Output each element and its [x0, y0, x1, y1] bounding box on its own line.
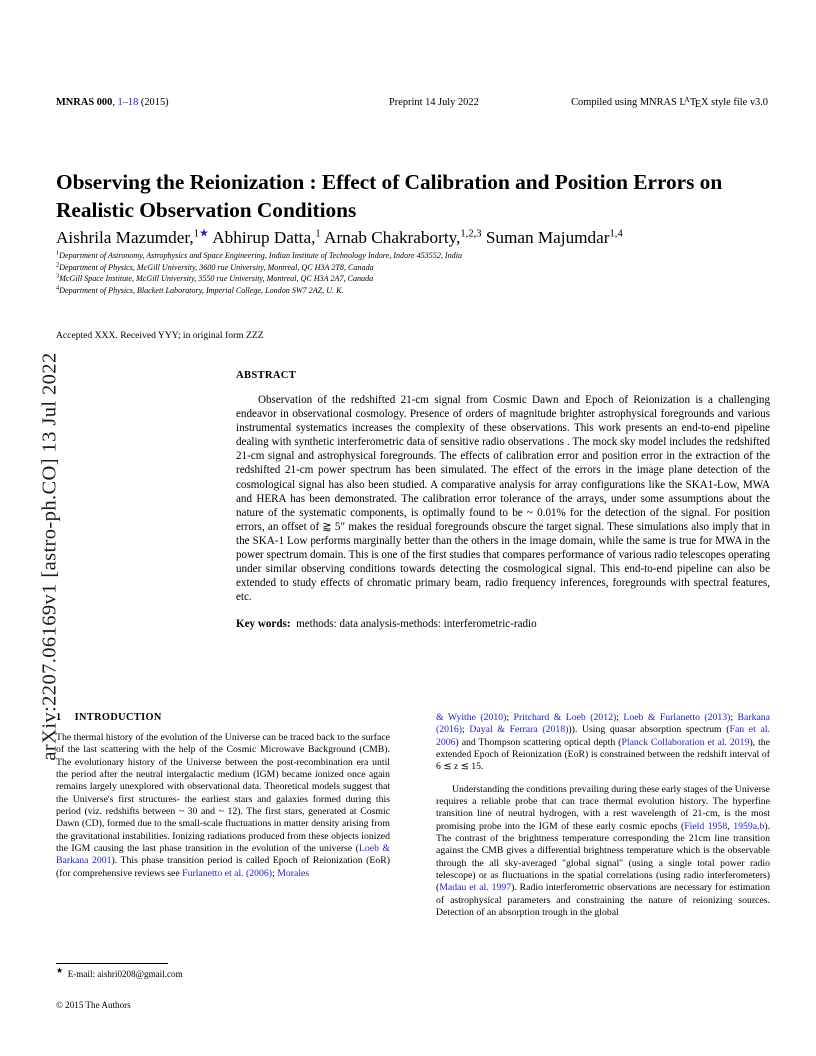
keywords-value: methods: data analysis-methods: interfer… [296, 618, 537, 631]
paragraph-text: ; [506, 712, 514, 723]
footnote-separator-rule [56, 963, 168, 964]
author-name: Suman Majumdar [485, 228, 610, 247]
author-affiliation-marker: 1 [193, 228, 200, 240]
citation-madau-1997[interactable]: Madau et al. 1997 [439, 882, 512, 894]
affiliation-marker: 4 [56, 284, 60, 292]
author-entry: Aishrila Mazumder,1★ [56, 228, 209, 247]
citation-loeb-furlanetto-2013[interactable]: Loeb & Furlanetto (2013) [623, 712, 731, 723]
citation-furlanetto-2006[interactable]: Furlanetto et al. (2006) [182, 867, 273, 879]
running-head-journal-ref: MNRAS 000, 1–18 (2015) [56, 97, 169, 108]
compiled-suffix: X style file v3.0 [701, 97, 768, 108]
paragraph-text: Understanding the conditions prevailing … [436, 783, 770, 832]
keywords-line: Key words: methods: data analysis-method… [236, 617, 770, 631]
journal-pages[interactable]: 1–18 [117, 97, 139, 108]
author-entry: Arnab Chakraborty,1,2,3 [324, 228, 482, 247]
footnote-star-icon: ★ [56, 965, 64, 975]
paragraph-intro-2: Understanding the conditions prevailing … [436, 784, 770, 920]
compiled-with-note: Compiled using MNRAS LATEX style file v3… [571, 95, 768, 110]
paragraph-text: ). This phase transition period is calle… [56, 855, 390, 879]
author-name: Aishrila Mazumder, [56, 228, 194, 247]
citation-wyithe-2010[interactable]: & Wyithe (2010) [436, 712, 507, 723]
paragraph-text: ). Radio interferometric observations ar… [436, 882, 770, 919]
corresponding-author-star-icon: ★ [199, 227, 209, 240]
citation-morales[interactable]: Morales [277, 867, 310, 879]
author-affiliation-marker: 1 [315, 228, 321, 240]
paragraph-text: The thermal history of the evolution of … [56, 732, 390, 855]
journal-name: MNRAS [56, 97, 95, 108]
affiliation-list: 1Department of Astronomy, Astrophysics a… [56, 250, 770, 296]
affiliation-marker: 3 [56, 272, 60, 280]
paragraph-text: ; [272, 867, 278, 879]
paragraph-text: , [727, 820, 734, 832]
citation-barkana-2016[interactable]: Barkana (2016) [436, 712, 771, 736]
author-affiliation-marker: 1,4 [609, 228, 623, 240]
abstract-text: Observation of the redshifted 21-cm sign… [236, 394, 770, 604]
affiliation-item: 1Department of Astronomy, Astrophysics a… [56, 250, 770, 262]
citation-field-1959[interactable]: 1959a,b [733, 820, 765, 832]
paragraph-text: ). The contrast of the brightness temper… [436, 820, 771, 894]
paragraph-text: ; [730, 712, 738, 723]
section-title: INTRODUCTION [74, 712, 162, 723]
citation-loeb-barkana-2001[interactable]: Loeb & Barkana 2001 [56, 843, 390, 867]
author-entry: Abhirup Datta,1 [212, 228, 320, 247]
author-affiliation-marker: 1,2,3 [460, 228, 482, 240]
preprint-date: Preprint 14 July 2022 [389, 97, 479, 108]
section-heading-introduction: 1 INTRODUCTION [56, 712, 390, 723]
author-entry: Suman Majumdar1,4 [486, 228, 623, 247]
author-list: Aishrila Mazumder,1★ Abhirup Datta,1 Arn… [56, 227, 770, 249]
section-number: 1 [56, 712, 62, 723]
left-column: 1 INTRODUCTION The thermal history of the… [56, 712, 390, 880]
copyright-line: © 2015 The Authors [56, 1000, 131, 1010]
affiliation-text: McGill Space Institute, McGill Universit… [59, 274, 374, 284]
affiliation-item: 4Department of Physics, Blackett Laborat… [56, 284, 770, 297]
author-name: Arnab Chakraborty, [324, 228, 461, 247]
running-head: MNRAS 000, 1–18 (2015) Preprint 14 July … [56, 95, 768, 110]
paragraph-text: ) and Thompson scattering optical depth … [455, 736, 622, 748]
citation-pritchard-loeb-2012[interactable]: Pritchard & Loeb (2012) [513, 712, 617, 723]
abstract-heading: ABSTRACT [236, 370, 297, 381]
compiled-prefix: Compiled using MNRAS L [571, 97, 686, 108]
latex-logo: ATE [684, 95, 701, 110]
body-columns: 1 INTRODUCTION The thermal history of the… [56, 712, 770, 1012]
affiliation-text: Department of Physics, Blackett Laborato… [59, 285, 344, 295]
paragraph-intro-1-continued: & Wyithe (2010); Pritchard & Loeb (2012)… [436, 712, 770, 774]
paragraph-text: ), the extended Epoch of Reionization (E… [436, 736, 770, 773]
page-title: Observing the Reionization : Effect of C… [56, 170, 723, 223]
paragraph-text: ; [462, 724, 470, 736]
paragraph-text: ; [616, 712, 624, 723]
paragraph-intro-1: The thermal history of the evolution of … [56, 732, 390, 880]
abstract-block: ABSTRACT Observation of the redshifted 2… [236, 370, 770, 632]
journal-year: (2015) [140, 97, 169, 108]
footnote-text: E-mail: aishri0208@gmail.com [67, 969, 183, 979]
affiliation-text: Department of Physics, McGill University… [59, 262, 374, 272]
citation-field-1958[interactable]: Field 1958 [684, 820, 728, 832]
affiliation-item: 2Department of Physics, McGill Universit… [56, 260, 770, 274]
accepted-received-line: Accepted XXX. Received YYY; in original … [56, 330, 264, 341]
keywords-label: Key words: [236, 618, 291, 631]
citation-fan-2006[interactable]: Fan et al. 2006 [436, 724, 770, 748]
affiliation-marker: 2 [56, 260, 60, 268]
paragraph-text: )). Using quasar absorption spectrum ( [568, 724, 730, 736]
journal-volume: 000 [96, 97, 113, 108]
affiliation-text: Department of Astronomy, Astrophysics an… [59, 251, 463, 260]
citation-planck-2019[interactable]: Planck Collaboration et al. 2019 [621, 736, 750, 748]
author-name: Abhirup Datta, [212, 228, 316, 247]
right-column: & Wyithe (2010); Pritchard & Loeb (2012)… [436, 712, 770, 920]
affiliation-marker: 1 [56, 249, 60, 257]
footnote-email: ★ E-mail: aishri0208@gmail.com [56, 965, 183, 980]
affiliation-item: 3McGill Space Institute, McGill Universi… [56, 273, 770, 285]
citation-dayal-ferrara-2018[interactable]: Dayal & Ferrara (2018) [469, 724, 569, 736]
